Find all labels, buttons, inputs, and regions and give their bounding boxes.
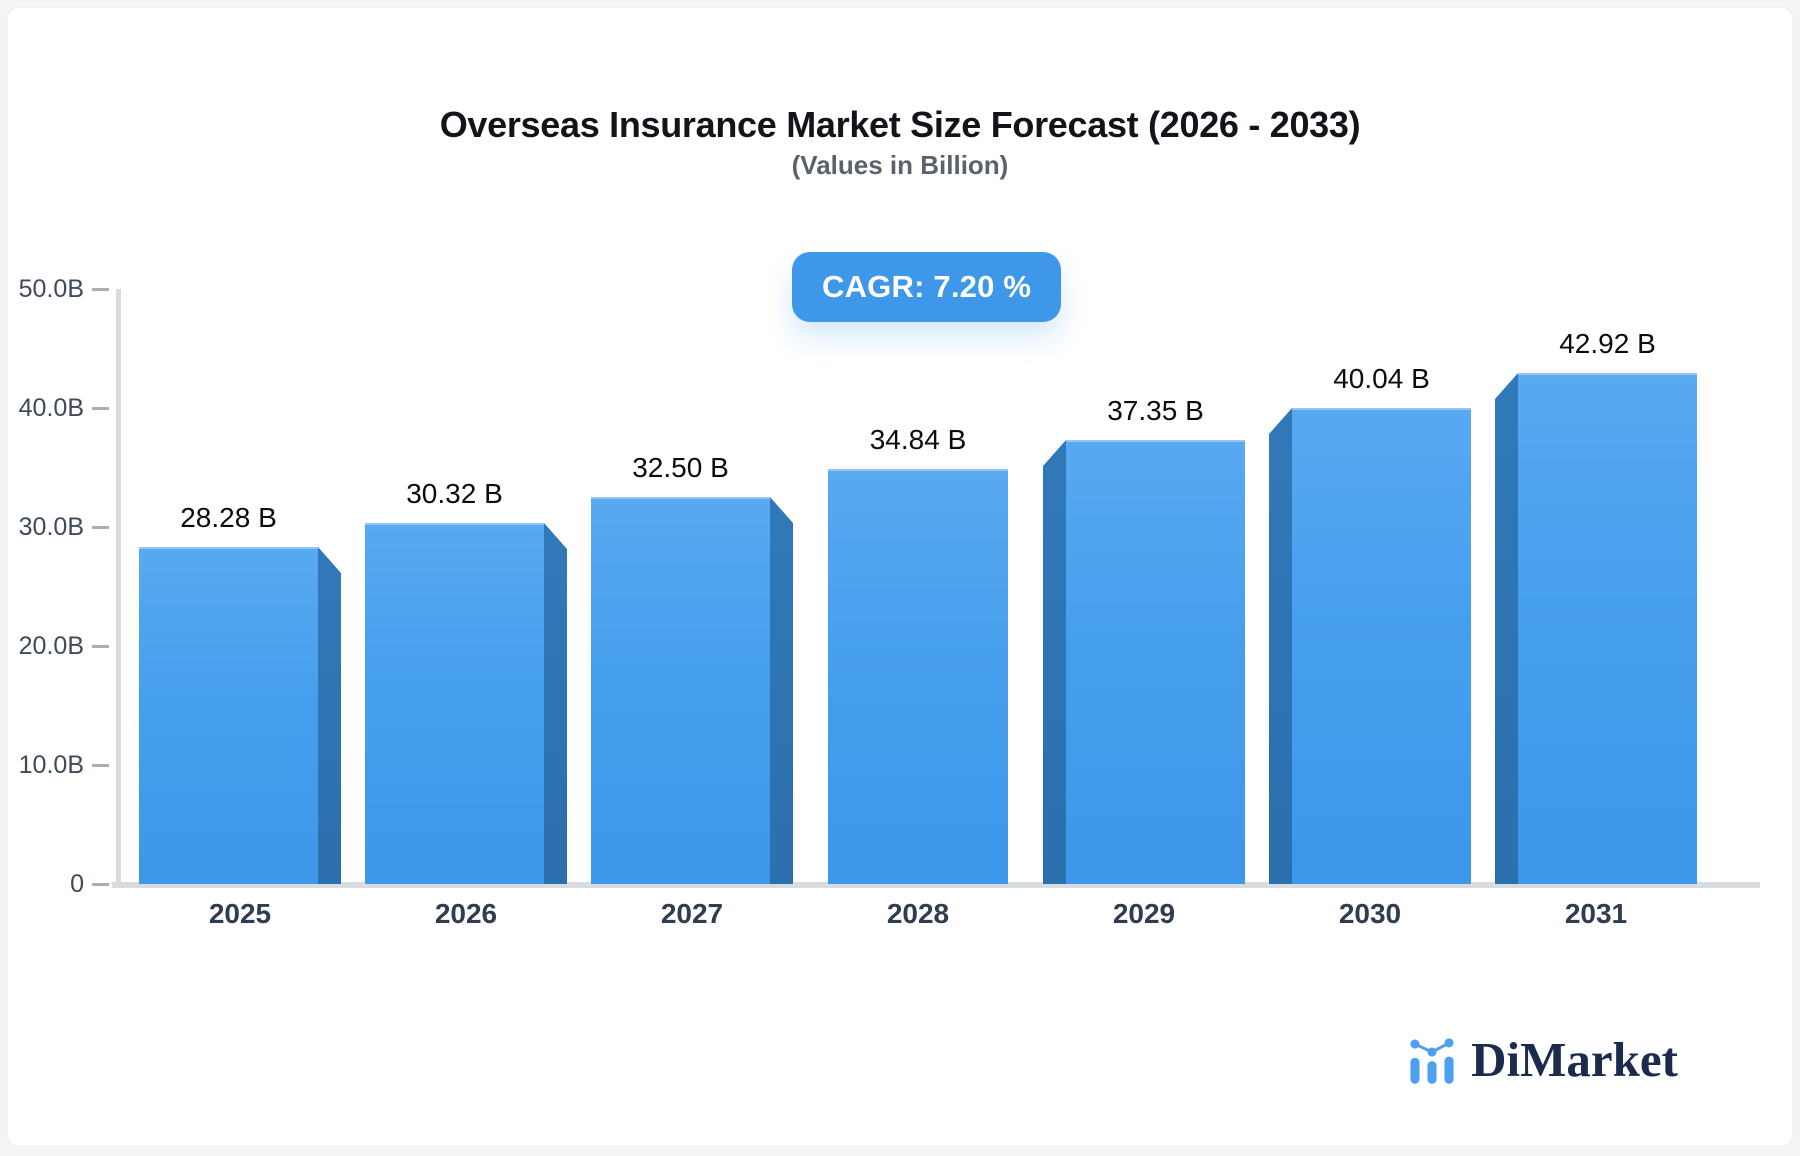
bar-2026 <box>365 523 544 884</box>
bar-2025 <box>139 547 318 884</box>
bar-3d-side <box>1269 408 1292 884</box>
y-axis-tick-label: 50.0B <box>18 275 84 303</box>
cagr-badge: CAGR: 7.20 % <box>792 252 1062 322</box>
y-axis-tick-label: 40.0B <box>18 394 84 422</box>
x-axis-line <box>112 882 1760 888</box>
bar-value-label: 34.84 B <box>869 424 967 455</box>
x-axis-category-label: 2027 <box>660 898 724 929</box>
bar-2028 <box>828 469 1008 884</box>
y-axis-tick-label: 30.0B <box>18 513 84 541</box>
x-axis-category-label: 2031 <box>1564 898 1628 929</box>
y-axis-tick-label: 10.0B <box>18 751 84 779</box>
bar-value-label: 28.28 B <box>180 502 277 533</box>
y-axis-tick <box>92 644 109 648</box>
bar-2027 <box>591 497 770 884</box>
y-axis-tick-label: 0 <box>70 870 84 898</box>
brand-logo: DiMarket <box>1409 1028 1678 1092</box>
y-axis-line <box>116 289 121 886</box>
bar-value-label: 32.50 B <box>632 452 729 483</box>
y-axis-tick <box>92 882 109 886</box>
chart-title: Overseas Insurance Market Size Forecast … <box>439 104 1361 145</box>
bar-3d-side <box>544 523 567 884</box>
bar-value-label: 40.04 B <box>1333 363 1430 394</box>
bar-3d-side <box>1495 373 1518 884</box>
y-axis-tick <box>92 287 109 291</box>
logo-text: DiMarket <box>1471 1032 1678 1087</box>
y-axis-tick <box>92 406 109 410</box>
cagr-badge-label: CAGR: 7.20 % <box>822 269 1032 304</box>
x-axis-category-label: 2026 <box>434 898 498 929</box>
x-axis-category-label: 2030 <box>1338 898 1402 929</box>
bar-value-label: 42.92 B <box>1559 328 1656 359</box>
y-axis-tick <box>92 525 109 529</box>
bar-3d-side <box>1043 440 1066 884</box>
bar-3d-side <box>318 547 341 884</box>
x-axis-category-label: 2028 <box>886 898 950 929</box>
x-axis-category-label: 2029 <box>1112 898 1176 929</box>
y-axis-tick <box>92 763 109 767</box>
logo-chart-icon <box>1410 1038 1454 1084</box>
bar-2029 <box>1066 440 1245 884</box>
bar-value-label: 30.32 B <box>406 478 503 509</box>
x-axis-category-label: 2025 <box>208 898 272 929</box>
bar-3d-side <box>770 497 793 884</box>
bar-2031 <box>1518 373 1697 884</box>
bar-2030 <box>1292 408 1471 884</box>
bar-value-label: 37.35 B <box>1107 395 1204 426</box>
chart-subtitle: (Values in Billion) <box>791 150 1009 180</box>
y-axis-tick-label: 20.0B <box>18 632 84 660</box>
